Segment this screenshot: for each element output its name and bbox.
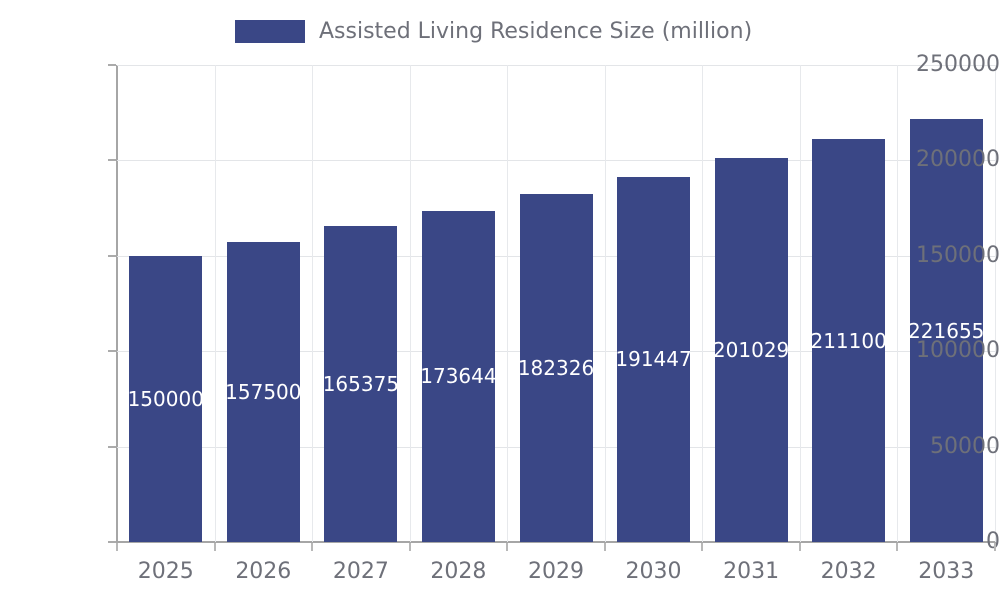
- vertical-gridline: [800, 65, 801, 542]
- y-axis-tick: [108, 350, 116, 353]
- x-axis-label: 2033: [918, 559, 975, 584]
- x-axis-label: 2032: [820, 559, 877, 584]
- bar-2025[interactable]: 150000: [129, 255, 203, 542]
- y-axis-label: 0: [986, 529, 1000, 554]
- bar-2032[interactable]: 211100: [812, 139, 886, 542]
- bar-value-label: 201029: [714, 338, 788, 363]
- bar-value-label: 182326: [519, 356, 593, 381]
- x-axis-tick: [896, 543, 899, 551]
- bar-value-label: 150000: [129, 386, 203, 411]
- x-axis-label: 2028: [430, 559, 487, 584]
- x-axis-tick: [213, 543, 216, 551]
- bar-2027[interactable]: 165375: [324, 226, 398, 542]
- x-axis-tick: [994, 543, 996, 551]
- x-axis-line: [111, 541, 996, 543]
- horizontal-gridline: [117, 65, 995, 66]
- vertical-gridline: [995, 65, 996, 542]
- vertical-gridline: [410, 65, 411, 542]
- vertical-gridline: [215, 65, 216, 542]
- bar-2028[interactable]: 173644: [421, 210, 495, 542]
- x-axis-label: 2025: [137, 559, 194, 584]
- x-axis-tick: [408, 543, 411, 551]
- x-axis-tick: [701, 543, 704, 551]
- y-axis-tick: [108, 445, 116, 448]
- bar-2026[interactable]: 157500: [226, 241, 300, 542]
- vertical-gridline: [605, 65, 606, 542]
- horizontal-gridline: [117, 160, 995, 162]
- legend-color-swatch: [235, 20, 305, 43]
- plot-area: 150000 157500 165375 173644 182326 191447 2010…: [117, 65, 996, 542]
- x-axis-tick: [116, 543, 118, 551]
- y-axis-label: 200000: [916, 147, 1000, 173]
- legend-item[interactable]: Assisted Living Residence Size (million): [235, 19, 752, 44]
- y-axis-label: 100000: [916, 338, 1000, 364]
- vertical-gridline: [897, 65, 898, 542]
- y-axis-label: 50000: [930, 433, 1000, 459]
- x-axis-tick: [603, 543, 606, 551]
- x-axis-label: 2029: [527, 559, 584, 584]
- y-axis-line: [116, 65, 118, 543]
- vertical-gridline: [312, 65, 313, 542]
- x-axis-label: 2030: [625, 559, 682, 584]
- x-axis-label: 2031: [723, 559, 780, 584]
- bar-value-label: 211100: [812, 328, 886, 353]
- x-axis-tick: [506, 543, 509, 551]
- legend-label: Assisted Living Residence Size (million): [319, 19, 753, 44]
- bar-value-label: 191447: [617, 347, 691, 372]
- bar-value-label: 157500: [226, 379, 300, 404]
- bar-2030[interactable]: 191447: [617, 176, 691, 542]
- bar-value-label: 173644: [421, 364, 495, 389]
- vertical-gridline: [702, 65, 703, 542]
- y-axis-label: 150000: [916, 242, 1000, 268]
- bar-2031[interactable]: 201029: [714, 158, 788, 542]
- bar-2033[interactable]: 221655: [909, 119, 983, 542]
- x-axis-tick: [798, 543, 801, 551]
- bar-2029[interactable]: 182326: [519, 194, 593, 542]
- vertical-gridline: [507, 65, 508, 542]
- y-axis-tick: [108, 254, 116, 257]
- x-axis-label: 2026: [235, 559, 292, 584]
- y-axis-tick: [108, 541, 116, 543]
- x-axis-tick: [311, 543, 314, 551]
- y-axis-tick: [108, 64, 116, 66]
- y-axis-label: 250000: [916, 52, 1000, 77]
- bar-value-label: 165375: [324, 372, 398, 397]
- x-axis-label: 2027: [332, 559, 389, 584]
- bar-value-label: 221655: [909, 318, 983, 343]
- y-axis-tick: [108, 159, 116, 162]
